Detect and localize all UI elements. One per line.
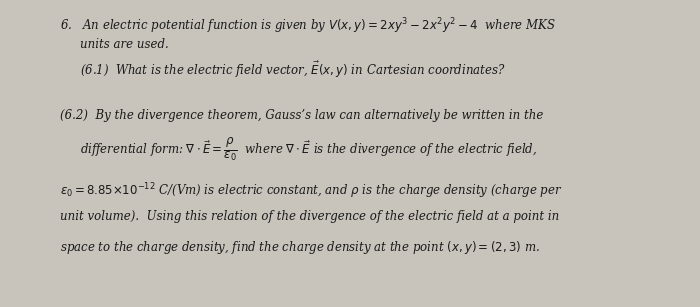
Text: differential form: $\nabla \cdot \vec{E} = \dfrac{\rho}{\varepsilon_0}$  where $: differential form: $\nabla \cdot \vec{E}… (80, 137, 538, 163)
Text: units are used.: units are used. (80, 38, 169, 51)
Text: unit volume).  Using this relation of the divergence of the electric field at a : unit volume). Using this relation of the… (60, 210, 559, 223)
Text: (6.1)  What is the electric field vector, $\vec{E}(x, y)$ in Cartesian coordinat: (6.1) What is the electric field vector,… (80, 60, 506, 80)
Text: space to the charge density, find the charge density at the point $(x,y){=}(2,3): space to the charge density, find the ch… (60, 239, 540, 256)
Text: 6.   An electric potential function is given by $V(x, y) = 2xy^3 - 2x^2y^2 - 4$ : 6. An electric potential function is giv… (60, 17, 556, 37)
Text: $\varepsilon_0{=}8.85{\times}10^{-12}$ C/(Vm) is electric constant, and $\rho$ i: $\varepsilon_0{=}8.85{\times}10^{-12}$ C… (60, 181, 562, 201)
Text: (6.2)  By the divergence theorem, Gauss’s law can alternatively be written in th: (6.2) By the divergence theorem, Gauss’s… (60, 109, 543, 122)
